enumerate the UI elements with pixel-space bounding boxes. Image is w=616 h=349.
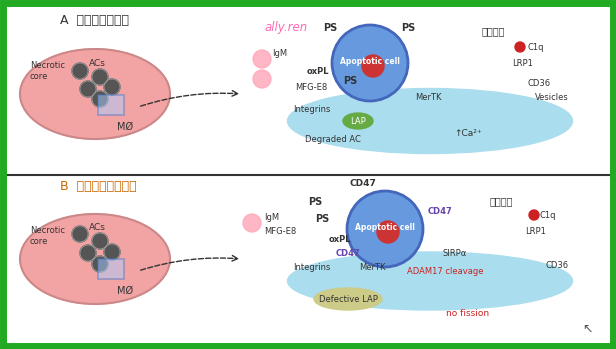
Text: ADAM17 cleavage: ADAM17 cleavage — [407, 267, 483, 275]
Text: ACs: ACs — [89, 59, 105, 67]
Text: LRP1: LRP1 — [525, 227, 546, 236]
Text: C1q: C1q — [527, 43, 543, 52]
Text: IgM: IgM — [264, 213, 279, 222]
Text: ACs: ACs — [89, 223, 105, 231]
Text: LAP: LAP — [350, 117, 366, 126]
Text: MFG-E8: MFG-E8 — [295, 82, 327, 91]
Circle shape — [104, 79, 120, 95]
Circle shape — [92, 233, 108, 249]
Text: PS: PS — [323, 23, 337, 33]
Text: CD47: CD47 — [428, 207, 452, 215]
Circle shape — [347, 191, 423, 267]
Circle shape — [253, 70, 271, 88]
Text: PS: PS — [308, 197, 322, 207]
Text: CD36: CD36 — [545, 260, 568, 269]
Text: 钙网蛋白: 钙网蛋白 — [490, 196, 514, 206]
Text: IgM: IgM — [272, 49, 287, 58]
Text: ally.ren: ally.ren — [265, 21, 308, 34]
Ellipse shape — [314, 288, 382, 310]
Text: oxPL: oxPL — [307, 67, 329, 75]
Text: Degraded AC: Degraded AC — [305, 134, 361, 143]
Ellipse shape — [343, 113, 373, 129]
Text: CD47: CD47 — [336, 248, 360, 258]
Circle shape — [332, 25, 408, 101]
Text: Apoptotic cell: Apoptotic cell — [355, 223, 415, 231]
Text: A  有效的胞葬作用: A 有效的胞葬作用 — [60, 15, 129, 28]
Text: CD47: CD47 — [349, 178, 376, 187]
Text: Integrins: Integrins — [293, 262, 331, 272]
Circle shape — [243, 214, 261, 232]
Text: Necrotic
core: Necrotic core — [30, 61, 65, 81]
Circle shape — [253, 50, 271, 68]
Circle shape — [92, 256, 108, 272]
Circle shape — [529, 210, 539, 220]
Text: PS: PS — [401, 23, 415, 33]
Text: MerTK: MerTK — [415, 92, 441, 102]
Circle shape — [80, 245, 96, 261]
Circle shape — [80, 81, 96, 97]
Text: SIRPα: SIRPα — [443, 248, 467, 258]
Text: CD36: CD36 — [528, 79, 551, 88]
Ellipse shape — [20, 49, 170, 139]
Text: MØ: MØ — [117, 286, 133, 296]
Text: ↖: ↖ — [583, 322, 593, 335]
Circle shape — [515, 42, 525, 52]
Text: MØ: MØ — [117, 122, 133, 132]
Text: oxPL: oxPL — [329, 235, 351, 244]
Text: PS: PS — [315, 214, 329, 224]
Text: MFG-E8: MFG-E8 — [264, 227, 296, 236]
Circle shape — [92, 69, 108, 85]
Text: PS: PS — [343, 76, 357, 86]
Text: MerTK: MerTK — [359, 262, 385, 272]
Text: B  有缺陷的胞葬作用: B 有缺陷的胞葬作用 — [60, 180, 137, 193]
Circle shape — [104, 244, 120, 260]
Text: Vesicles: Vesicles — [535, 92, 569, 102]
Text: Apoptotic cell: Apoptotic cell — [340, 57, 400, 66]
Text: LRP1: LRP1 — [512, 59, 533, 67]
Ellipse shape — [288, 89, 572, 154]
Circle shape — [92, 91, 108, 107]
Circle shape — [362, 55, 384, 77]
Circle shape — [72, 226, 88, 242]
Text: ↑Ca²⁺: ↑Ca²⁺ — [454, 128, 482, 138]
FancyBboxPatch shape — [98, 95, 124, 115]
Text: Defective LAP: Defective LAP — [318, 295, 378, 304]
Circle shape — [72, 63, 88, 79]
Text: no fission: no fission — [447, 309, 490, 318]
Text: 钙网蛋白: 钙网蛋白 — [482, 26, 506, 36]
Text: C1q: C1q — [540, 210, 556, 220]
Text: Integrins: Integrins — [293, 104, 331, 113]
Circle shape — [377, 221, 399, 243]
Ellipse shape — [20, 214, 170, 304]
Text: Necrotic
core: Necrotic core — [30, 226, 65, 246]
FancyBboxPatch shape — [98, 259, 124, 279]
Ellipse shape — [288, 252, 572, 310]
